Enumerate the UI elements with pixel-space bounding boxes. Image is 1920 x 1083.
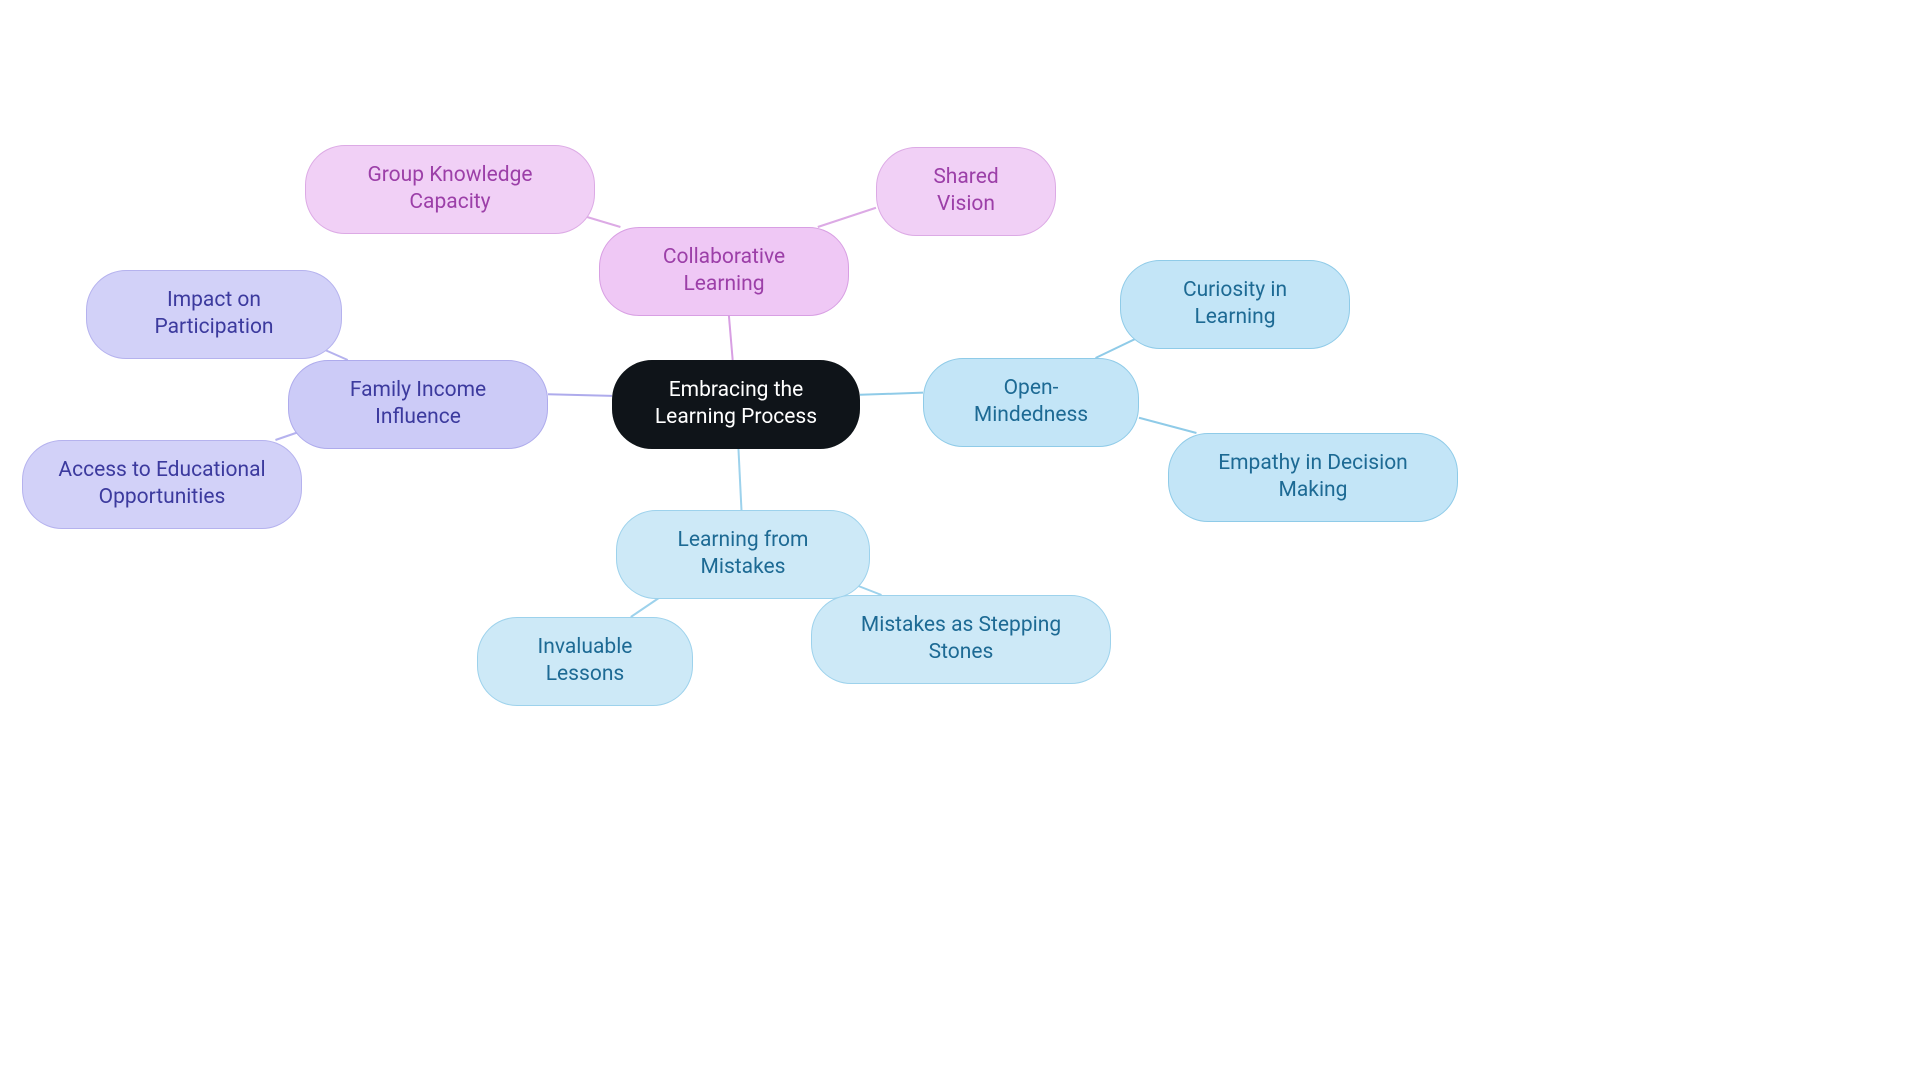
node-label: Embracing the Learning Process: [641, 377, 831, 432]
node-curiosity: Curiosity in Learning: [1120, 260, 1350, 349]
edge: [738, 438, 742, 510]
edge: [860, 393, 923, 395]
node-label: Access to Educational Opportunities: [51, 457, 273, 512]
node-open_mindedness: Open-Mindedness: [923, 358, 1139, 447]
node-label: Mistakes as Stepping Stones: [840, 612, 1082, 667]
node-empathy: Empathy in Decision Making: [1168, 433, 1458, 522]
node-label: Open-Mindedness: [952, 375, 1110, 430]
node-label: Curiosity in Learning: [1149, 277, 1321, 332]
edge: [1139, 418, 1196, 433]
node-label: Group Knowledge Capacity: [334, 162, 566, 217]
node-family: Family Income Influence: [288, 360, 548, 449]
node-stepping: Mistakes as Stepping Stones: [811, 595, 1111, 684]
node-label: Collaborative Learning: [628, 244, 820, 299]
edge: [548, 394, 612, 396]
node-label: Empathy in Decision Making: [1197, 450, 1429, 505]
node-group_knowledge: Group Knowledge Capacity: [305, 145, 595, 234]
node-label: Invaluable Lessons: [506, 634, 664, 689]
node-label: Learning from Mistakes: [645, 527, 841, 582]
node-label: Impact on Participation: [115, 287, 313, 342]
node-center: Embracing the Learning Process: [612, 360, 860, 449]
node-participation: Impact on Participation: [86, 270, 342, 359]
node-label: Family Income Influence: [317, 377, 519, 432]
node-collab: Collaborative Learning: [599, 227, 849, 316]
node-label: Shared Vision: [905, 164, 1027, 219]
node-access: Access to Educational Opportunities: [22, 440, 302, 529]
node-invaluable: Invaluable Lessons: [477, 617, 693, 706]
edge: [818, 208, 876, 227]
node-shared_vision: Shared Vision: [876, 147, 1056, 236]
node-learning_mistakes: Learning from Mistakes: [616, 510, 870, 599]
